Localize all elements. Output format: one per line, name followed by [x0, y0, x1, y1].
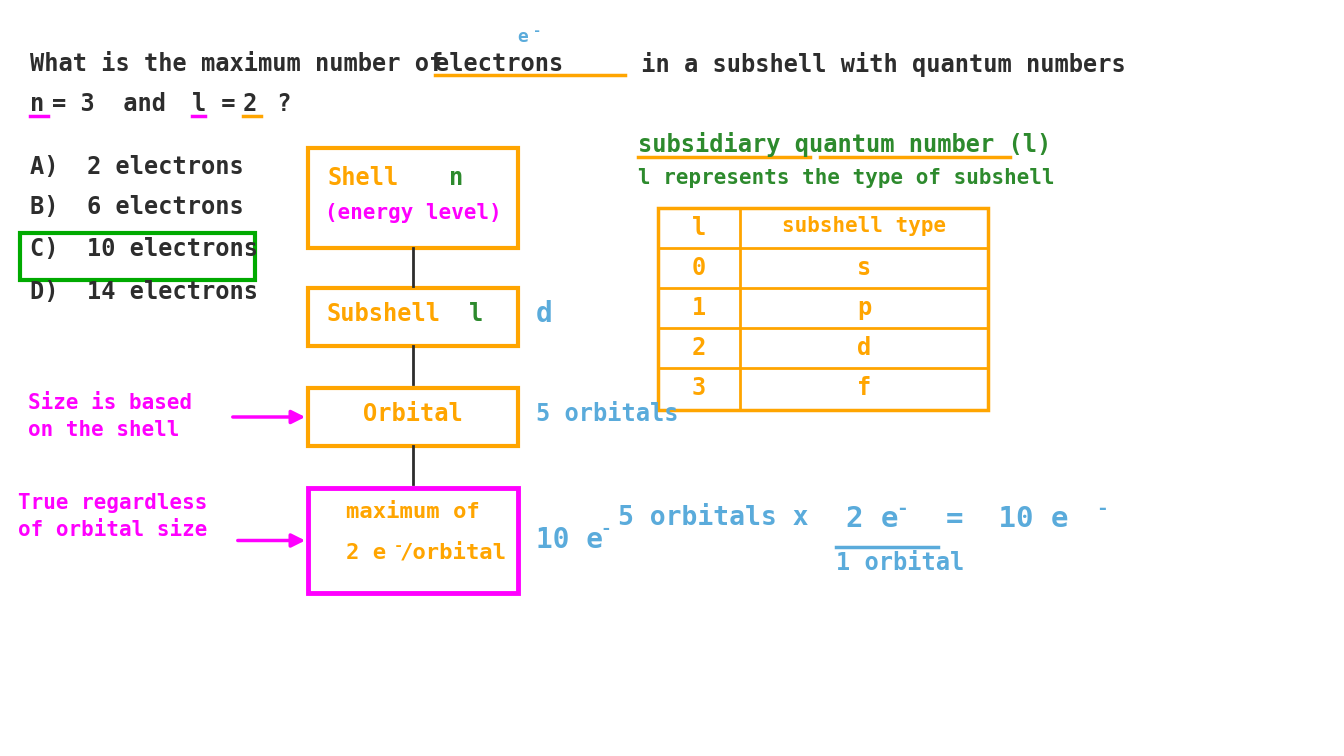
Bar [308, 148, 517, 248]
Text: 10 e: 10 e [536, 526, 603, 554]
Text: electrons: electrons [435, 52, 563, 76]
Text: Shell: Shell [328, 166, 399, 190]
Text: d: d [857, 336, 871, 360]
Text: 5 orbitals: 5 orbitals [536, 402, 679, 426]
Text: e: e [517, 28, 528, 46]
Text: =  10 e: = 10 e [946, 505, 1068, 533]
Text: -: - [534, 24, 542, 38]
Text: A)  2 electrons: A) 2 electrons [30, 155, 243, 179]
Text: p: p [857, 296, 871, 320]
Text: n: n [30, 92, 44, 116]
Text: l represents the type of subshell: l represents the type of subshell [638, 168, 1055, 188]
Text: maximum of: maximum of [347, 502, 480, 522]
Text: Orbital: Orbital [363, 402, 462, 426]
Bar [308, 388, 517, 446]
Text: n: n [449, 166, 464, 190]
Text: 2 e: 2 e [845, 505, 899, 533]
Text: (energy level): (energy level) [325, 203, 501, 223]
Text: l: l [192, 92, 206, 116]
Text: Size is based: Size is based [28, 393, 192, 413]
Text: 1: 1 [692, 296, 706, 320]
Text: 3: 3 [692, 376, 706, 400]
Text: What is the maximum number of: What is the maximum number of [30, 52, 457, 76]
Text: B)  6 electrons: B) 6 electrons [30, 195, 243, 219]
Text: ?: ? [263, 92, 292, 116]
Text: subshell type: subshell type [782, 216, 946, 236]
Text: 0: 0 [692, 256, 706, 280]
Bar [659, 208, 988, 410]
Text: l: l [692, 216, 706, 240]
Text: of orbital size: of orbital size [17, 520, 207, 540]
Text: -: - [599, 520, 612, 538]
Text: d: d [536, 300, 552, 328]
Text: on the shell: on the shell [28, 420, 180, 440]
Text: f: f [857, 376, 871, 400]
Text: in a subshell with quantum numbers: in a subshell with quantum numbers [628, 52, 1126, 77]
Text: s: s [857, 256, 871, 280]
Text: =: = [207, 92, 250, 116]
Text: 2: 2 [692, 336, 706, 360]
Text: C)  10 electrons: C) 10 electrons [30, 237, 258, 261]
Bar [308, 288, 517, 346]
Text: 5 orbitals x: 5 orbitals x [618, 505, 809, 531]
Text: -: - [1095, 499, 1107, 518]
Text: subsidiary quantum number (l): subsidiary quantum number (l) [638, 132, 1051, 157]
Text: 2 e: 2 e [345, 543, 386, 563]
Text: /orbital: /orbital [401, 543, 507, 563]
Text: 2: 2 [243, 92, 257, 116]
Text: 1 orbital: 1 orbital [836, 551, 964, 575]
Bar [20, 233, 255, 280]
Text: -: - [394, 538, 403, 553]
Bar [308, 488, 517, 593]
Text: l: l [469, 302, 482, 326]
Text: = 3  and: = 3 and [52, 92, 195, 116]
Text: D)  14 electrons: D) 14 electrons [30, 280, 258, 304]
Text: True regardless: True regardless [17, 493, 207, 513]
Text: -: - [896, 499, 907, 518]
Text: Subshell: Subshell [327, 302, 439, 326]
